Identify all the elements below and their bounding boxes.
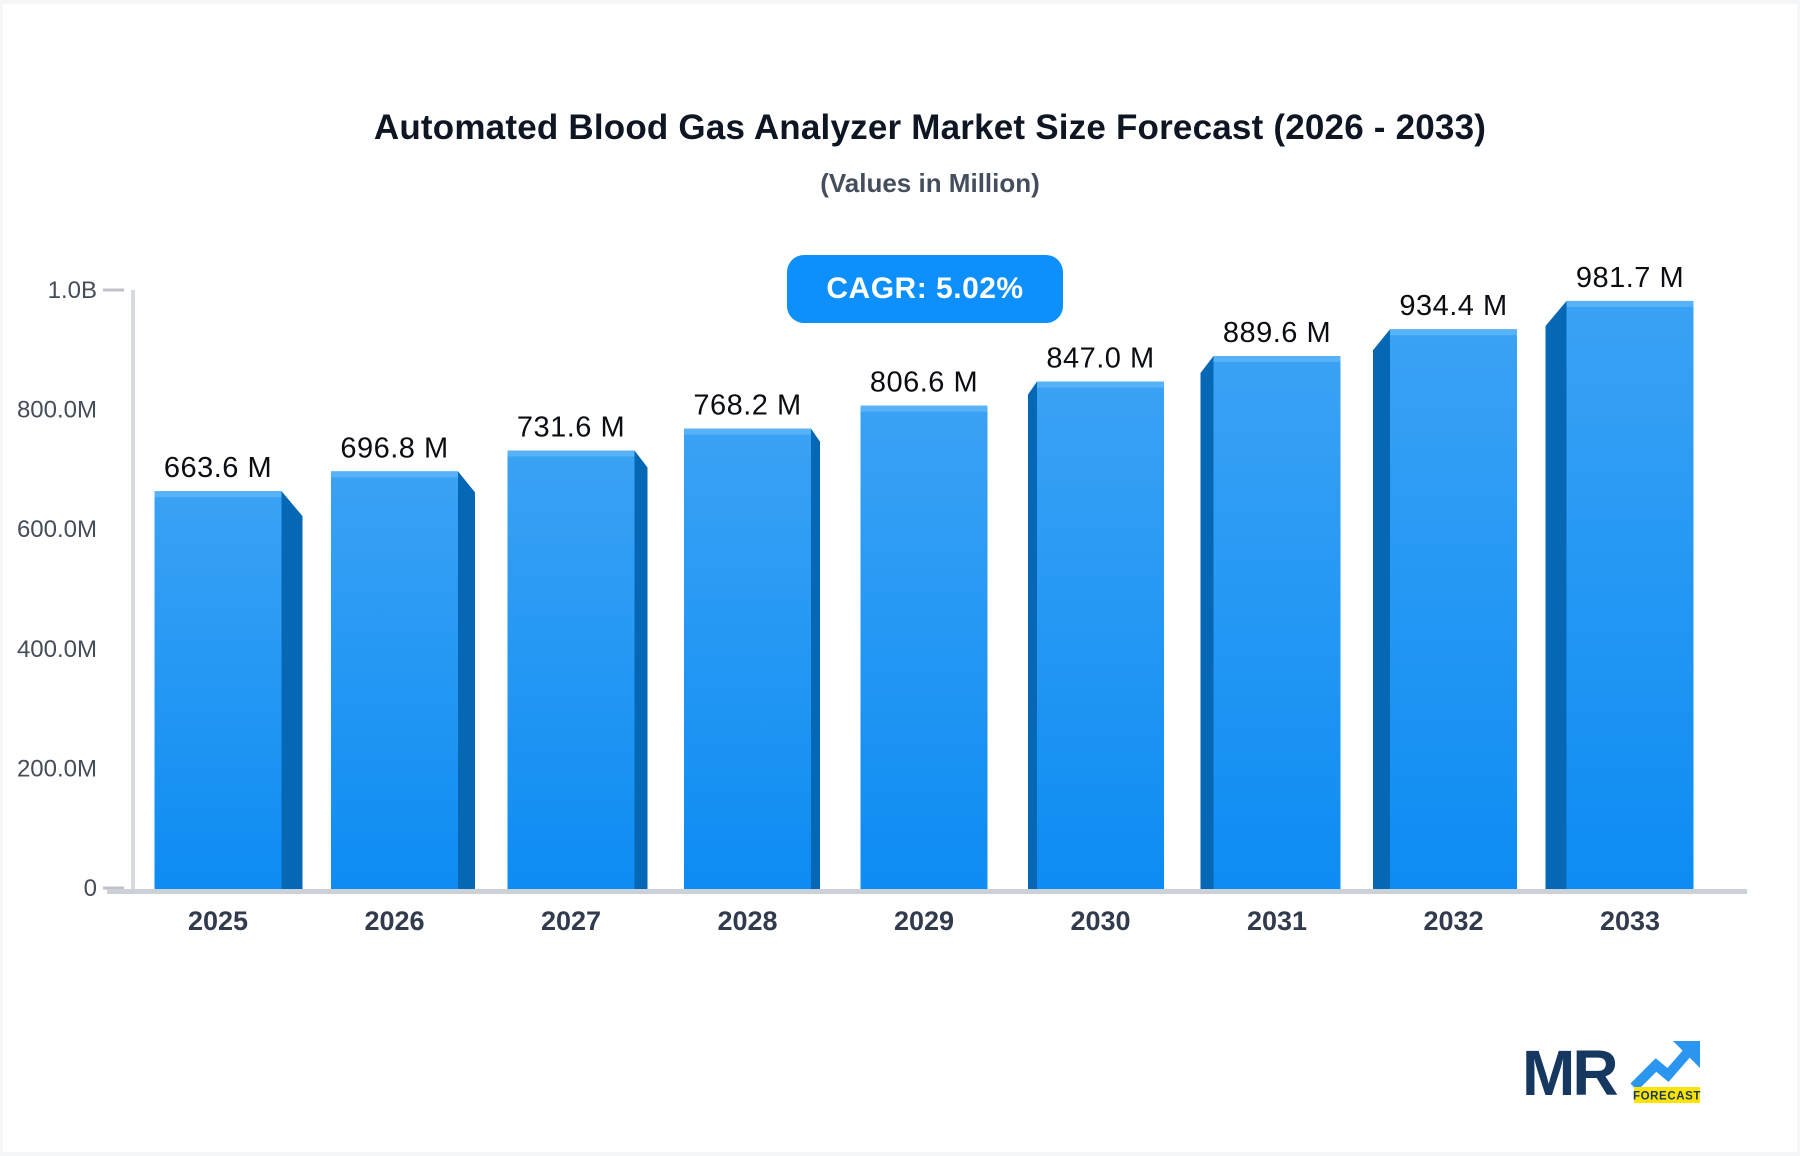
y-tick-dash xyxy=(103,886,124,890)
logo-forecast-badge xyxy=(1634,1087,1700,1103)
logo-forecast-text: FORECAST xyxy=(1633,1091,1701,1103)
bar-top-edge xyxy=(1213,356,1341,363)
bar-value-label: 981.7 M xyxy=(1576,262,1684,294)
bar-side-face xyxy=(1200,356,1214,891)
bar-value-label: 806.6 M xyxy=(870,367,978,399)
bar-side-face xyxy=(634,450,648,890)
y-axis-label: 200.0M xyxy=(17,755,97,782)
bar-group-2032[interactable]: 934.4 M xyxy=(1373,290,1517,891)
x-axis-label: 2031 xyxy=(1247,906,1307,936)
bar-value-label: 696.8 M xyxy=(340,432,448,464)
chart-title: Automated Blood Gas Analyzer Market Size… xyxy=(373,108,1487,147)
bar-group-2030[interactable]: 847.0 M xyxy=(1028,342,1164,890)
bar-face xyxy=(507,450,635,890)
bar-side-face xyxy=(1373,329,1390,891)
chart-canvas: Automated Blood Gas Analyzer Market Size… xyxy=(3,4,1797,1152)
bar-face xyxy=(684,428,811,890)
bar-face xyxy=(331,471,458,890)
bar-top-edge xyxy=(684,428,811,435)
chart-subtitle: (Values in Million) xyxy=(820,168,1040,198)
bar-top-edge xyxy=(331,471,458,478)
bar-top-edge xyxy=(507,450,635,457)
bar-value-label: 889.6 M xyxy=(1223,317,1331,349)
chart-svg: 0 200.0M 400.0M 600.0M 800.0M 1.0B 663.6 M 2025… xyxy=(17,262,1747,936)
y-axis-label: 800.0M xyxy=(17,397,97,424)
bar-side-face xyxy=(1028,381,1037,890)
brand-logo: MR FORECAST xyxy=(1525,1040,1701,1104)
x-axis-label: 2026 xyxy=(364,906,424,936)
bar-face xyxy=(1566,300,1694,891)
bar-face xyxy=(860,405,988,890)
bar-top-edge xyxy=(1566,300,1694,307)
bar-face xyxy=(1390,329,1517,891)
bar-group-2026[interactable]: 696.8 M xyxy=(331,432,475,890)
y-axis-label: 0 xyxy=(84,875,97,902)
logo-trend-arrow-icon xyxy=(1630,1048,1692,1091)
cagr-badge: CAGR: 5.02% xyxy=(787,255,1063,323)
bar-top-edge xyxy=(154,491,282,498)
x-axis-label: 2027 xyxy=(541,906,601,936)
bar-side-face xyxy=(1545,300,1567,891)
bar-group-2027[interactable]: 731.6 M xyxy=(507,412,648,890)
bar-top-edge xyxy=(1037,381,1164,388)
bar-value-label: 934.4 M xyxy=(1399,290,1507,322)
bar-side-face xyxy=(281,491,303,890)
x-axis-label: 2030 xyxy=(1070,906,1130,936)
x-axis-label: 2032 xyxy=(1423,906,1483,936)
bar-group-2029[interactable]: 806.6 M xyxy=(860,367,988,890)
bar-group-2025[interactable]: 663.6 M xyxy=(154,452,303,890)
logo-trend-arrowhead-icon xyxy=(1673,1041,1700,1068)
bar-face xyxy=(1213,356,1341,891)
y-axis-label: 600.0M xyxy=(17,516,97,543)
y-axis-line xyxy=(131,290,135,892)
y-axis-label: 400.0M xyxy=(17,636,97,663)
bar-top-edge xyxy=(1390,329,1517,336)
x-axis-label: 2025 xyxy=(188,906,248,936)
y-tick-dash xyxy=(103,288,124,292)
x-axis-label: 2033 xyxy=(1600,906,1660,936)
x-axis-label: 2029 xyxy=(894,906,954,936)
cagr-badge-label: CAGR: 5.02% xyxy=(826,272,1024,305)
bar-face xyxy=(1037,381,1164,890)
bar-group-2033[interactable]: 981.7 M xyxy=(1545,262,1694,891)
bar-group-2031[interactable]: 889.6 M xyxy=(1200,317,1341,891)
logo-mr-text: MR xyxy=(1525,1040,1617,1104)
bar-value-label: 731.6 M xyxy=(517,412,625,444)
bar-group-2028[interactable]: 768.2 M xyxy=(684,390,820,890)
bar-value-label: 768.2 M xyxy=(693,390,801,422)
bar-value-label: 847.0 M xyxy=(1046,342,1154,374)
bar-face xyxy=(154,491,282,890)
y-axis-label: 1.0B xyxy=(48,277,97,304)
x-axis-label: 2028 xyxy=(717,906,777,936)
bar-side-face xyxy=(811,428,820,890)
bar-side-face xyxy=(458,471,475,890)
bar-top-edge xyxy=(860,405,988,412)
bar-value-label: 663.6 M xyxy=(164,452,272,484)
x-axis-line xyxy=(107,889,1747,894)
